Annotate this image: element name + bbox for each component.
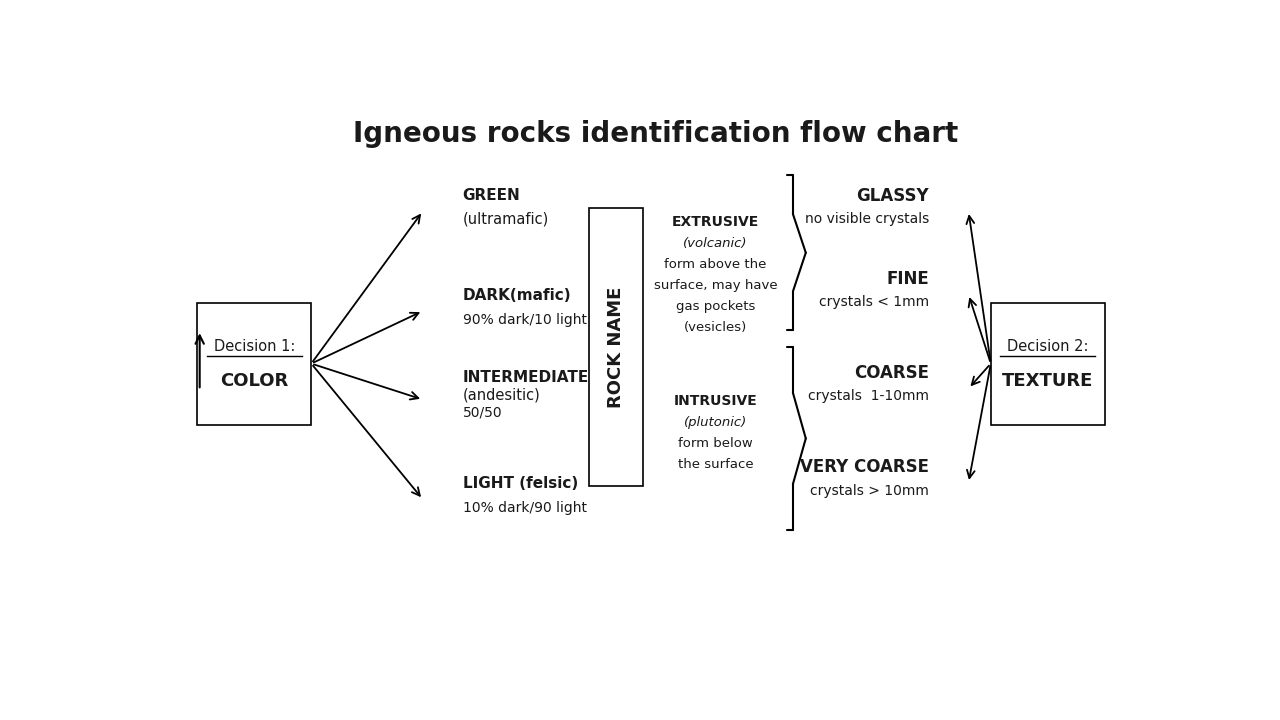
Text: Igneous rocks identification flow chart: Igneous rocks identification flow chart — [353, 120, 959, 148]
Text: (vesicles): (vesicles) — [684, 321, 748, 334]
Text: LIGHT (felsic): LIGHT (felsic) — [462, 477, 577, 492]
FancyBboxPatch shape — [991, 302, 1105, 425]
Text: GLASSY: GLASSY — [856, 186, 929, 204]
Text: Decision 1:: Decision 1: — [214, 339, 294, 354]
Text: TEXTURE: TEXTURE — [1002, 372, 1093, 390]
Text: crystals > 10mm: crystals > 10mm — [810, 484, 929, 498]
FancyBboxPatch shape — [197, 302, 311, 425]
Text: the surface: the surface — [677, 458, 754, 471]
Text: no visible crystals: no visible crystals — [805, 212, 929, 226]
Text: GREEN: GREEN — [462, 188, 520, 203]
Text: INTERMEDIATE: INTERMEDIATE — [462, 370, 589, 385]
Text: crystals < 1mm: crystals < 1mm — [819, 295, 929, 309]
Text: crystals  1-10mm: crystals 1-10mm — [808, 390, 929, 403]
Text: (ultramafic): (ultramafic) — [462, 212, 549, 226]
Text: 90% dark/10 light: 90% dark/10 light — [462, 312, 586, 327]
Text: VERY COARSE: VERY COARSE — [800, 458, 929, 476]
Text: 50/50: 50/50 — [462, 406, 502, 420]
Text: (andesitic): (andesitic) — [462, 387, 540, 402]
Text: COARSE: COARSE — [854, 364, 929, 382]
Text: gas pockets: gas pockets — [676, 300, 755, 313]
Text: (plutonic): (plutonic) — [684, 416, 748, 429]
Text: FINE: FINE — [886, 270, 929, 288]
Text: INTRUSIVE: INTRUSIVE — [673, 395, 758, 408]
Text: EXTRUSIVE: EXTRUSIVE — [672, 215, 759, 229]
Text: surface, may have: surface, may have — [654, 279, 777, 292]
Text: (volcanic): (volcanic) — [684, 237, 748, 250]
Text: COLOR: COLOR — [220, 372, 288, 390]
Text: form above the: form above the — [664, 258, 767, 271]
Text: 10% dark/90 light: 10% dark/90 light — [462, 501, 586, 516]
Text: Decision 2:: Decision 2: — [1007, 339, 1088, 354]
FancyBboxPatch shape — [589, 208, 643, 485]
Text: ROCK NAME: ROCK NAME — [607, 287, 625, 408]
Text: form below: form below — [678, 437, 753, 450]
Text: DARK(mafic): DARK(mafic) — [462, 288, 571, 303]
